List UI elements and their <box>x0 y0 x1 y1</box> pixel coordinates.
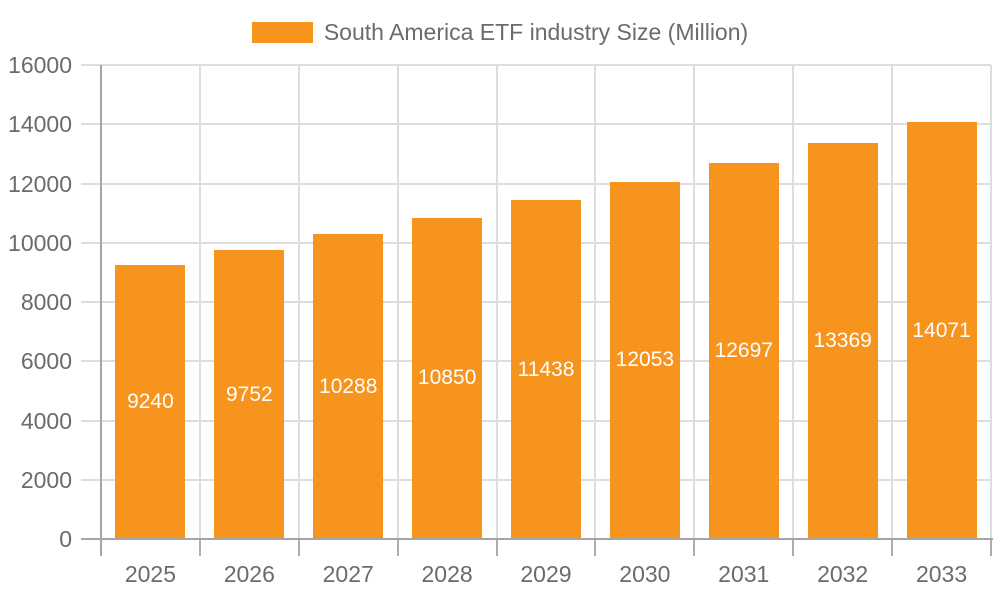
y-tick-label: 2000 <box>20 466 72 493</box>
x-tick-label: 2028 <box>421 561 473 587</box>
bar-value-label: 9240 <box>127 390 174 414</box>
x-tick-label: 2026 <box>223 561 275 587</box>
bar: 10288 <box>313 234 384 539</box>
y-tick-label: 4000 <box>20 407 72 434</box>
x-tick-label: 2025 <box>124 561 177 587</box>
x-axis-tick <box>891 539 894 556</box>
y-tick-label: 14000 <box>8 111 72 138</box>
h-gridline <box>81 182 991 185</box>
x-axis-tick <box>495 539 498 556</box>
x-tick-label: 2031 <box>718 561 770 587</box>
y-tick-label: 6000 <box>20 348 72 375</box>
x-axis-line <box>81 538 993 540</box>
bar-value-label: 12697 <box>714 338 773 362</box>
bar-value-label: 13369 <box>813 328 872 352</box>
x-axis-tick <box>594 539 597 556</box>
y-tick-label: 16000 <box>8 52 72 78</box>
x-axis-tick <box>396 539 399 556</box>
v-gridline <box>990 65 992 539</box>
y-tick-label: 12000 <box>8 170 72 197</box>
h-gridline <box>81 123 991 126</box>
bar-value-label: 12053 <box>615 348 675 372</box>
legend-label: South America ETF industry Size (Million… <box>323 18 749 45</box>
bar: 10850 <box>412 217 483 539</box>
bar: 12697 <box>708 162 779 539</box>
v-gridline <box>396 65 399 539</box>
bar: 12053 <box>609 181 680 539</box>
bar: 13369 <box>807 142 878 539</box>
v-gridline <box>693 65 696 539</box>
bar-value-label: 10850 <box>417 366 477 390</box>
bar-value-label: 11438 <box>517 357 575 381</box>
x-tick-label: 2027 <box>322 561 374 587</box>
bar-value-label: 9752 <box>225 382 273 406</box>
v-gridline <box>297 65 300 539</box>
bar: 9240 <box>115 265 186 539</box>
h-gridline <box>81 64 991 66</box>
v-gridline <box>792 65 795 539</box>
x-tick-label: 2029 <box>520 561 572 587</box>
x-tick-label: 2030 <box>619 561 671 587</box>
bar: 11438 <box>511 200 581 539</box>
x-tick-label: 2032 <box>817 561 869 587</box>
x-axis-tick <box>693 539 696 556</box>
v-gridline <box>594 65 597 539</box>
bar: 9752 <box>214 250 285 539</box>
x-axis-tick <box>297 539 300 556</box>
y-axis-line <box>100 65 102 556</box>
bar: 14071 <box>906 122 977 539</box>
x-axis-tick <box>198 539 201 556</box>
v-gridline <box>495 65 498 539</box>
x-axis-tick <box>792 539 795 556</box>
v-gridline <box>891 65 894 539</box>
x-axis-tick <box>990 539 992 556</box>
legend-swatch <box>251 21 313 43</box>
y-tick-label: 10000 <box>8 229 72 256</box>
y-tick-label: 0 <box>59 526 72 552</box>
x-tick-label: 2033 <box>915 561 968 587</box>
y-tick-label: 8000 <box>20 289 72 315</box>
v-gridline <box>198 65 201 539</box>
legend[interactable]: South America ETF industry Size (Million… <box>0 18 1000 46</box>
bar-value-label: 10288 <box>319 374 378 398</box>
bar-value-label: 14071 <box>912 318 971 342</box>
